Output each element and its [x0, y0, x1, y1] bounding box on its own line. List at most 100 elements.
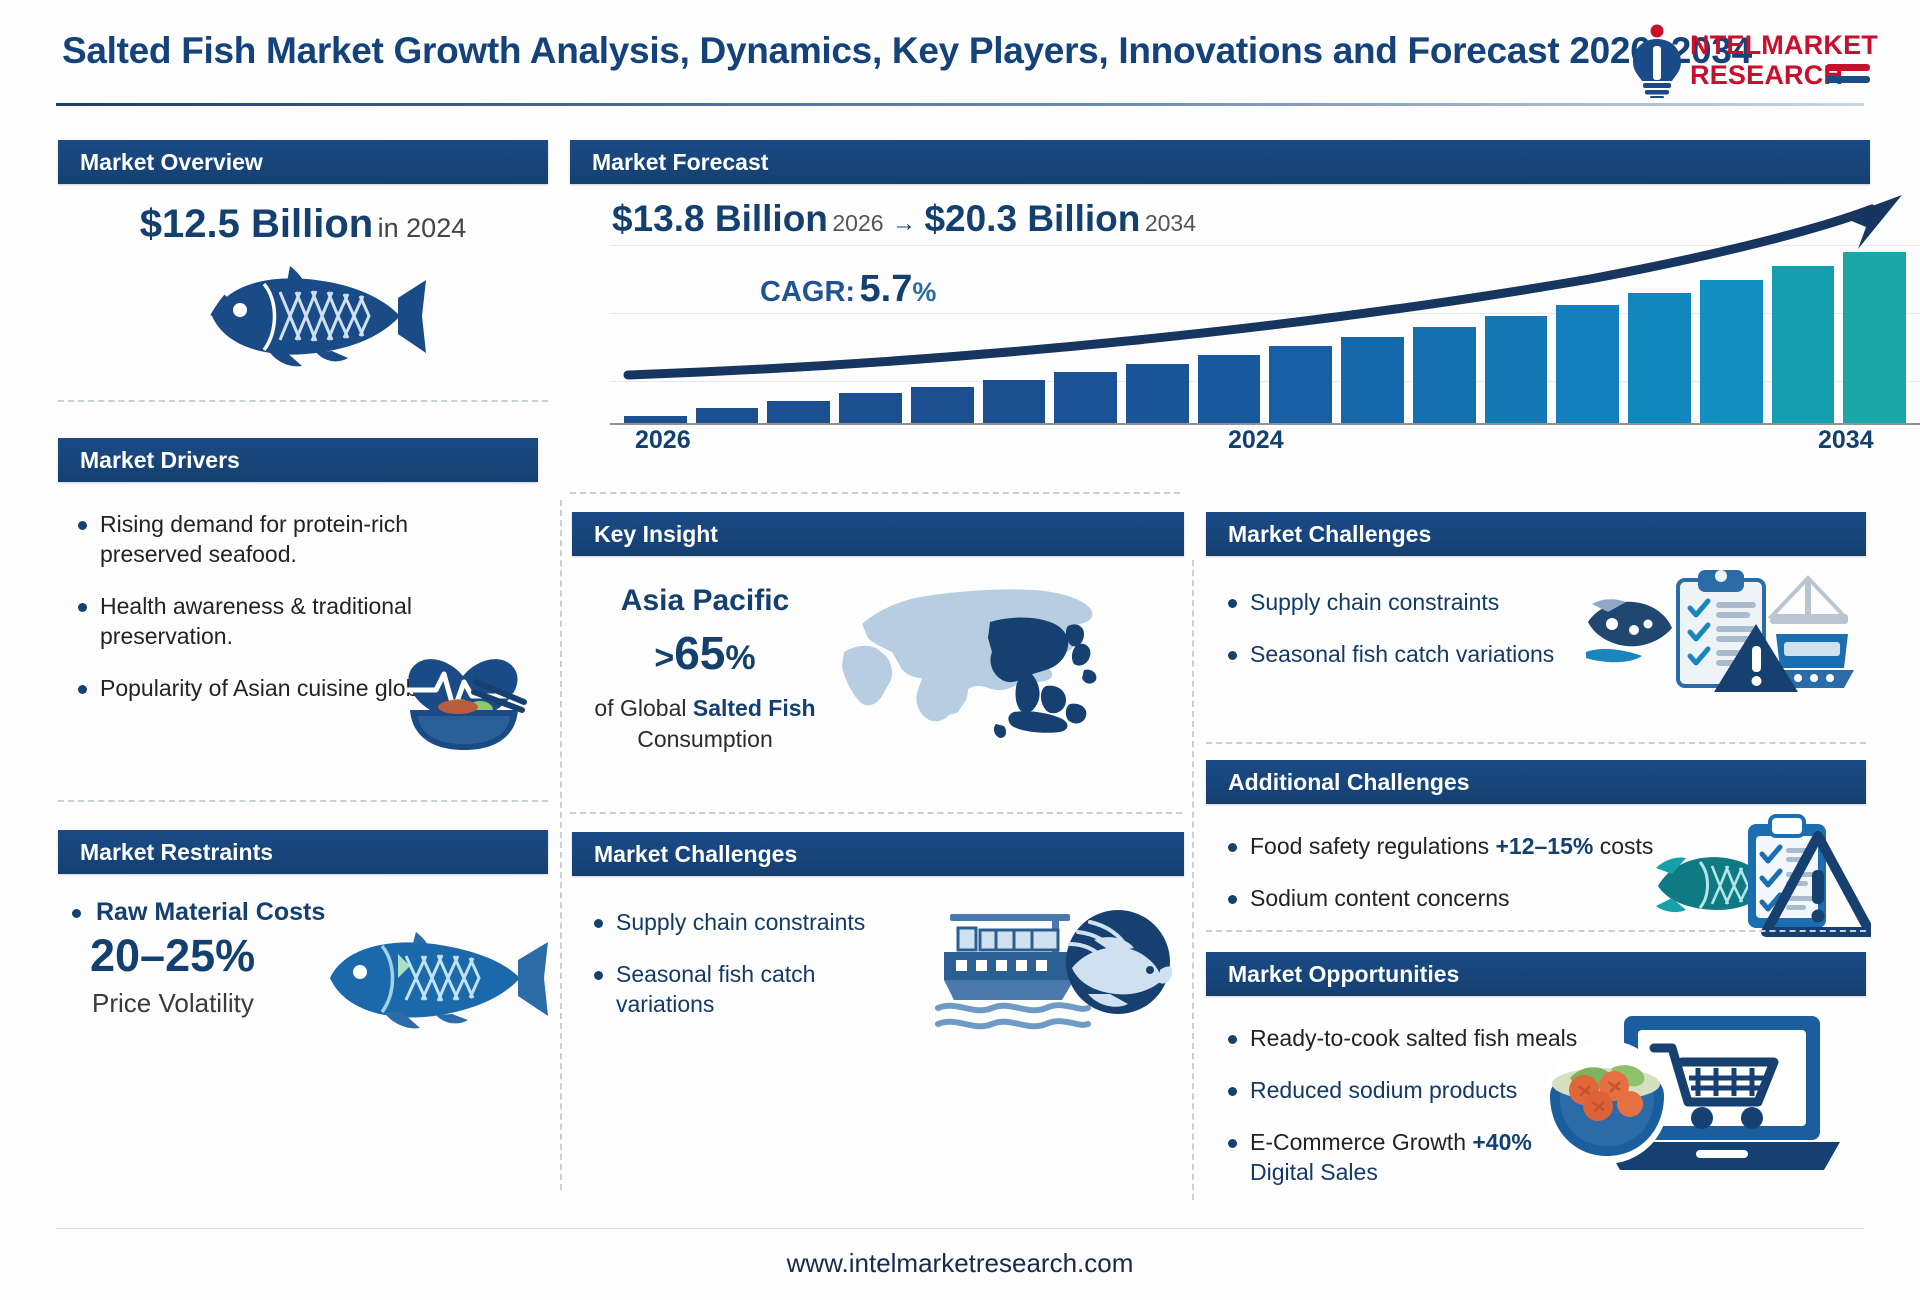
list-item: E-Commerce Growth +40% Digital Sales	[1220, 1128, 1600, 1188]
chart-bar	[1341, 336, 1404, 423]
market-challenges-right-header: Market Challenges	[1206, 512, 1866, 556]
additional-challenges-card: Additional Challenges Food safety regula…	[1206, 760, 1871, 960]
overview-year: in 2024	[377, 213, 467, 243]
chart-bar	[1054, 372, 1118, 423]
chart-bar	[1843, 251, 1906, 423]
key-insight-title: Key Insight	[594, 520, 718, 547]
market-drivers-title: Market Drivers	[80, 446, 240, 473]
ecommerce-growth-highlight: +40%	[1472, 1128, 1532, 1155]
chart-x-axis-labels: 2026 2024 2034	[610, 426, 1920, 460]
lightbulb-icon	[1633, 24, 1681, 98]
chart-bar	[767, 400, 831, 423]
header-divider	[56, 103, 1864, 106]
market-opportunities-list: Ready-to-cook salted fish meals Reduced …	[1220, 1024, 1600, 1210]
forecast-start-value: $13.8 Billion	[612, 198, 828, 239]
market-challenges-right-card: Market Challenges Supply chain constrain…	[1206, 512, 1866, 742]
chart-bar	[695, 408, 759, 423]
arrow-right-icon: →	[892, 210, 916, 237]
list-item: Popularity of Asian cuisine globally.	[70, 674, 470, 704]
insight-challenges-divider	[570, 812, 1182, 814]
market-challenges-right-title: Market Challenges	[1228, 520, 1432, 547]
market-challenges-mid-card: Market Challenges Supply chain constrain…	[572, 832, 1184, 1092]
key-insight-card: Key Insight Asia Pacific >65% of Global …	[572, 512, 1184, 812]
list-item: Health awareness & traditional preservat…	[70, 592, 470, 652]
chart-bar	[910, 386, 974, 423]
asia-map-icon	[842, 589, 1097, 738]
fish-clipboard-warning-icon	[1656, 814, 1871, 937]
market-challenges-mid-list: Supply chain constraints Seasonal fish c…	[586, 908, 916, 1042]
market-challenges-mid-title: Market Challenges	[594, 840, 798, 867]
list-item: Supply chain constraints	[586, 908, 916, 938]
list-item: Rising demand for protein-rich preserved…	[70, 510, 470, 570]
key-insight-text: Asia Pacific >65% of Global Salted Fish …	[580, 578, 830, 755]
page-title: Salted Fish Market Growth Analysis, Dyna…	[62, 30, 1752, 71]
market-restraints-card: Market Restraints Raw Material Costs 20–…	[58, 830, 548, 1080]
additional-challenges-header: Additional Challenges	[1206, 760, 1866, 804]
logo-wordmark: NTELMARKET RESEARCH	[1690, 30, 1878, 90]
market-challenges-mid-header: Market Challenges	[572, 832, 1184, 876]
market-overview-title: Market Overview	[80, 148, 263, 175]
drivers-restraints-divider	[58, 800, 548, 802]
chart-gridline	[610, 381, 1920, 382]
list-item: Reduced sodium products	[1220, 1076, 1600, 1106]
key-insight-pct-value: 65	[674, 627, 726, 679]
chart-bar	[982, 379, 1046, 423]
chart-bar	[1126, 363, 1189, 423]
fish-icon	[330, 932, 548, 1029]
market-restraints-header: Market Restraints	[58, 830, 548, 874]
list-item: Supply chain constraints	[1220, 588, 1580, 618]
market-overview-value: $12.5 Billion in 2024	[58, 202, 548, 247]
chart-bar	[1628, 292, 1691, 423]
chart-bar	[839, 393, 902, 423]
restraints-subtitle: Price Volatility	[92, 988, 254, 1018]
market-opportunities-card: Market Opportunities Ready-to-cook salte…	[1206, 952, 1866, 1202]
key-insight-percentage: >65%	[580, 624, 830, 687]
item-suffix: costs	[1593, 833, 1654, 859]
item-prefix: Food safety regulations	[1250, 833, 1496, 859]
x-tick-label: 2026	[635, 426, 691, 454]
overview-restraints-divider	[58, 400, 548, 402]
list-item: Food safety regulations +12–15% costs	[1220, 832, 1700, 862]
chart-bar	[1269, 346, 1333, 423]
forecast-insight-divider	[570, 492, 1180, 494]
market-forecast-title: Market Forecast	[592, 148, 769, 175]
market-forecast-card: Market Forecast $13.8 Billion 2026 → $20…	[570, 140, 1920, 470]
chart-bar	[624, 415, 687, 423]
item-prefix: E-Commerce Growth	[1250, 1128, 1473, 1155]
list-item: Ready-to-cook salted fish meals	[1220, 1024, 1600, 1054]
x-tick-label: 2034	[1818, 426, 1874, 454]
market-drivers-card: Market Drivers Rising demand for protein…	[58, 438, 538, 768]
market-opportunities-title: Market Opportunities	[1228, 960, 1460, 987]
forecast-end-value: $20.3 Billion	[924, 198, 1141, 239]
logo-line-1: NTELMARKET	[1690, 30, 1878, 60]
restraints-percentage: 20–25%	[90, 930, 256, 981]
heart-bowl-icon	[406, 659, 527, 750]
footer-divider	[56, 1228, 1864, 1229]
market-restraints-title: Market Restraints	[80, 838, 274, 865]
market-forecast-header: Market Forecast	[570, 140, 1870, 184]
market-overview-header: Market Overview	[58, 140, 548, 184]
chart-bar	[1412, 326, 1476, 423]
logo-stripes-icon	[1826, 64, 1870, 83]
key-insight-header: Key Insight	[572, 512, 1184, 556]
footer-url[interactable]: www.intelmarketresearch.com	[786, 1248, 1134, 1278]
chart-x-axis	[610, 423, 1920, 425]
forecast-headline: $13.8 Billion 2026 → $20.3 Billion 2034	[612, 198, 1196, 240]
market-challenges-right-list: Supply chain constraints Seasonal fish c…	[1220, 588, 1580, 692]
logo-line-2: RESEARCH	[1690, 60, 1844, 90]
market-drivers-list: Rising demand for protein-rich preserved…	[70, 510, 470, 725]
additional-challenges-list: Food safety regulations +12–15% costs So…	[1220, 832, 1700, 936]
chart-bar	[1556, 304, 1620, 423]
brand-logo[interactable]: NTELMARKET RESEARCH	[1620, 18, 1878, 98]
fish-icon	[210, 266, 426, 367]
laptop-cart-bowl-icon	[1546, 1016, 1840, 1170]
market-overview-card: Market Overview $12.5 Billion in 2024	[58, 140, 548, 390]
ki-sub-suffix: Consumption	[637, 726, 773, 752]
right-col-divider-1	[1206, 742, 1866, 744]
market-drivers-header: Market Drivers	[58, 438, 538, 482]
mid-column-divider	[1192, 560, 1194, 1200]
chart-bar	[1771, 265, 1835, 423]
overview-amount: $12.5 Billion	[139, 202, 374, 246]
boat-fish-icon	[935, 910, 1172, 1030]
key-insight-subtitle: of Global Salted Fish Consumption	[580, 693, 830, 755]
